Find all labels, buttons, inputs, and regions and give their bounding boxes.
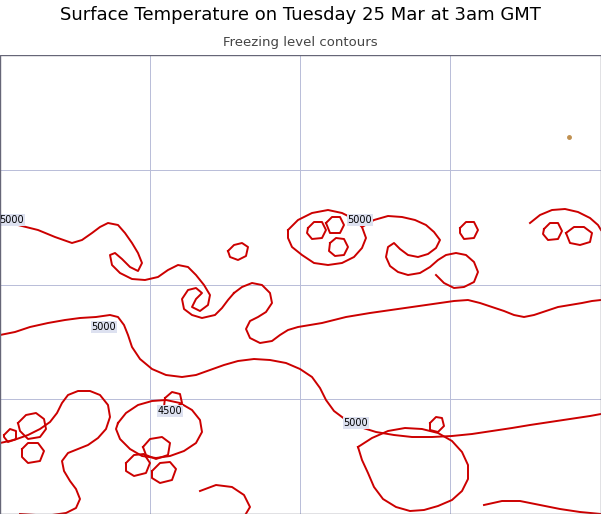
Text: Freezing level contours: Freezing level contours bbox=[223, 36, 378, 49]
Text: 4500: 4500 bbox=[157, 406, 182, 416]
Text: 5000: 5000 bbox=[0, 215, 24, 225]
Text: 5000: 5000 bbox=[348, 215, 372, 225]
Text: Surface Temperature on Tuesday 25 Mar at 3am GMT: Surface Temperature on Tuesday 25 Mar at… bbox=[60, 6, 541, 24]
Text: 5000: 5000 bbox=[344, 418, 368, 428]
Text: 5000: 5000 bbox=[92, 322, 117, 332]
